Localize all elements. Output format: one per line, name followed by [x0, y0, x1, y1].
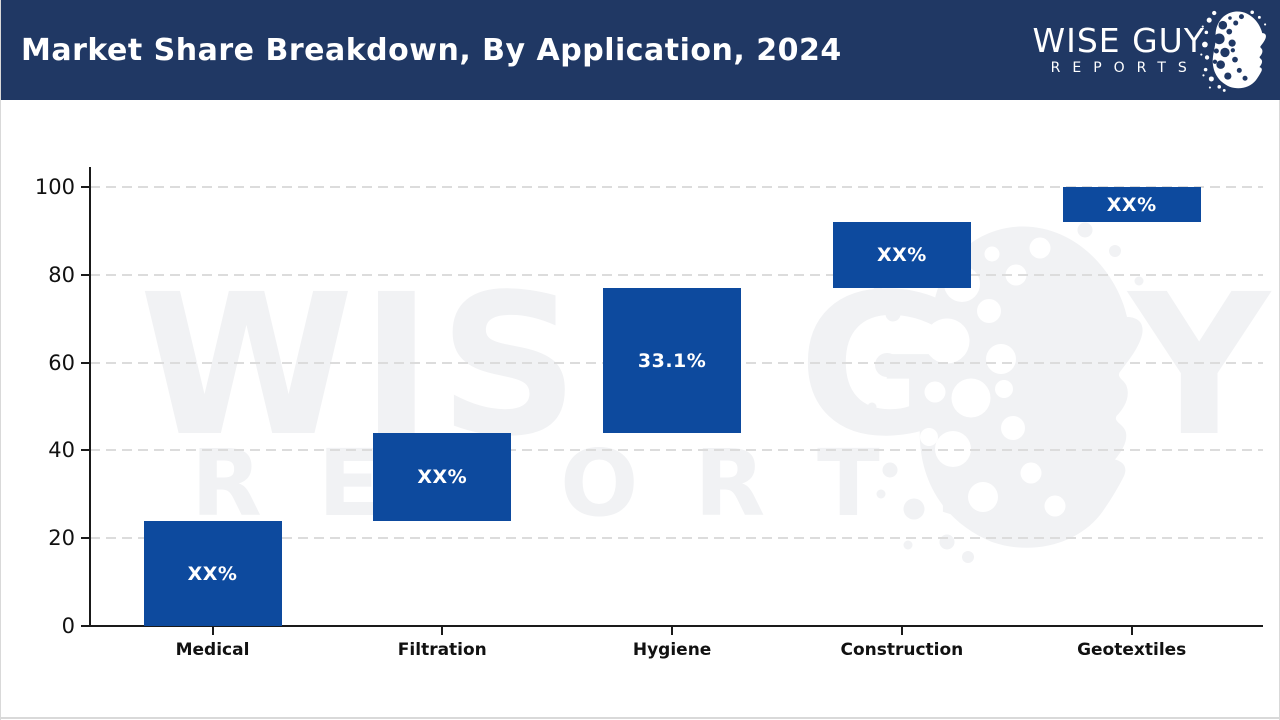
- y-tick-label-0: 0: [61, 614, 75, 638]
- bar-value-label: XX%: [187, 562, 238, 585]
- y-axis-line: [89, 167, 91, 627]
- page-title: Market Share Breakdown, By Application, …: [21, 32, 842, 68]
- y-tick-label-80: 80: [48, 263, 75, 287]
- wiseguy-face-icon: [1200, 10, 1267, 92]
- x-axis-line: [89, 625, 1263, 627]
- watermark-brand-sub: REPORTS: [191, 430, 1059, 537]
- y-tick-label-60: 60: [48, 351, 75, 375]
- x-tick-label-hygiene: Hygiene: [632, 640, 712, 660]
- y-tickmark-40: [81, 449, 90, 451]
- gridline-40: [90, 449, 1263, 451]
- x-tickmark-medical: [211, 627, 214, 635]
- y-tickmark-80: [81, 274, 90, 276]
- y-tickmark-100: [81, 186, 90, 188]
- y-tick-label-100: 100: [34, 175, 75, 199]
- x-tickmark-geotextiles: [1130, 627, 1133, 635]
- x-tickmark-filtration: [441, 627, 444, 635]
- y-tick-label-40: 40: [48, 438, 75, 462]
- x-tick-label-construction: Construction: [840, 640, 964, 660]
- wiseguy-logo-text: WISE GUY REPORTS: [1032, 4, 1205, 76]
- y-tickmark-20: [81, 537, 90, 539]
- gridline-100: [90, 186, 1263, 188]
- bar-medical: XX%: [143, 521, 282, 626]
- bar-hygiene: 33.1%: [603, 288, 742, 434]
- bar-value-label: XX%: [417, 466, 468, 489]
- x-tickmark-construction: [900, 627, 903, 635]
- logo-brand-subtext: REPORTS: [1050, 60, 1199, 76]
- wiseguy-logo: WISE GUY REPORTS: [1032, 4, 1271, 94]
- logo-brand-text: WISE GUY: [1032, 21, 1205, 60]
- y-tick-label-20: 20: [48, 526, 75, 550]
- x-tick-label-geotextiles: Geotextiles: [1077, 640, 1187, 660]
- bar-construction: XX%: [832, 222, 971, 288]
- y-tickmark-0: [81, 625, 90, 627]
- header-bar: Market Share Breakdown, By Application, …: [1, 0, 1280, 100]
- x-tick-label-filtration: Filtration: [397, 640, 487, 660]
- x-tickmark-hygiene: [671, 627, 674, 635]
- x-tick-label-medical: Medical: [175, 640, 250, 660]
- bar-geotextiles: XX%: [1062, 187, 1201, 223]
- gridline-20: [90, 537, 1263, 539]
- gridline-80: [90, 274, 1263, 276]
- y-tickmark-60: [81, 362, 90, 364]
- bar-filtration: XX%: [373, 433, 512, 522]
- bar-value-label: XX%: [1106, 193, 1157, 216]
- bottom-border: [1, 717, 1280, 719]
- bar-value-label: XX%: [876, 243, 927, 266]
- bar-value-label: 33.1%: [637, 349, 707, 372]
